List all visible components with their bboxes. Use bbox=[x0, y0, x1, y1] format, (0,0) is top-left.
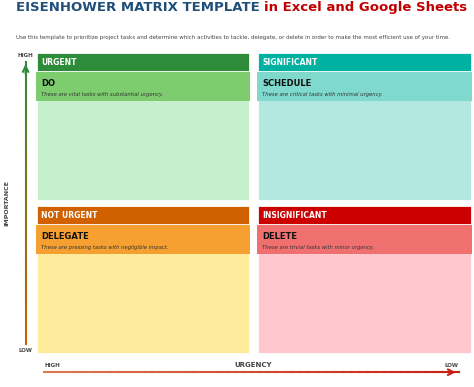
Bar bbox=[257, 52, 472, 201]
Text: LOW: LOW bbox=[18, 348, 33, 353]
Text: in Excel and Google Sheets: in Excel and Google Sheets bbox=[264, 1, 467, 14]
Text: EISENHOWER MATRIX TEMPLATE: EISENHOWER MATRIX TEMPLATE bbox=[16, 1, 264, 14]
Bar bbox=[36, 52, 250, 201]
Bar bbox=[36, 205, 250, 225]
Text: URGENCY: URGENCY bbox=[235, 362, 273, 368]
Text: NOT URGENT: NOT URGENT bbox=[41, 211, 97, 220]
Bar bbox=[36, 205, 250, 354]
Text: HIGH: HIGH bbox=[18, 53, 34, 58]
Text: Use this template to prioritize project tasks and determine which activities to : Use this template to prioritize project … bbox=[16, 35, 450, 40]
Text: These are pressing tasks with negligible impact.: These are pressing tasks with negligible… bbox=[41, 245, 168, 250]
Text: LOW: LOW bbox=[445, 363, 458, 368]
Bar bbox=[257, 52, 472, 72]
Bar bbox=[257, 205, 472, 354]
Text: HIGH: HIGH bbox=[44, 363, 60, 368]
Text: These are trivial tasks with minor urgency.: These are trivial tasks with minor urgen… bbox=[262, 245, 374, 250]
Text: DO: DO bbox=[41, 79, 55, 88]
Text: IMPORTANCE: IMPORTANCE bbox=[5, 180, 9, 226]
Bar bbox=[36, 225, 250, 254]
Text: URGENT: URGENT bbox=[41, 58, 76, 67]
Text: These are vital tasks with substantial urgency.: These are vital tasks with substantial u… bbox=[41, 92, 163, 97]
Bar bbox=[36, 52, 250, 72]
Text: INSIGNIFICANT: INSIGNIFICANT bbox=[262, 211, 327, 220]
Bar bbox=[36, 72, 250, 101]
Text: DELEGATE: DELEGATE bbox=[41, 232, 89, 241]
Text: These are critical tasks with minimal urgency.: These are critical tasks with minimal ur… bbox=[262, 92, 383, 97]
Bar bbox=[257, 225, 472, 254]
Bar bbox=[257, 205, 472, 225]
Text: SIGNIFICANT: SIGNIFICANT bbox=[262, 58, 318, 67]
Bar bbox=[257, 72, 472, 101]
Text: DELETE: DELETE bbox=[262, 232, 297, 241]
Text: SCHEDULE: SCHEDULE bbox=[262, 79, 311, 88]
